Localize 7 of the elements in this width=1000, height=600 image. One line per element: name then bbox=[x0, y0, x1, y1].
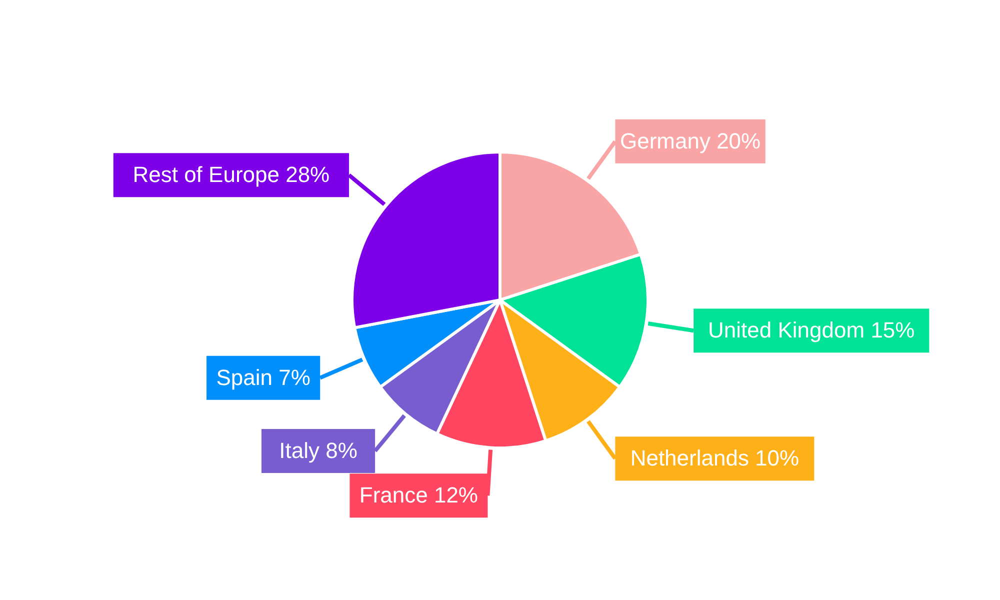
slice-label: Italy 8% bbox=[279, 438, 358, 464]
slice-label: Germany 20% bbox=[620, 128, 761, 154]
slice-label: France 12% bbox=[359, 482, 478, 508]
slice-label: Netherlands 10% bbox=[630, 446, 800, 471]
slice-label: Rest of Europe 28% bbox=[132, 162, 330, 188]
slice-label: United Kingdom 15% bbox=[708, 318, 915, 343]
slice-label: Spain 7% bbox=[216, 364, 310, 390]
